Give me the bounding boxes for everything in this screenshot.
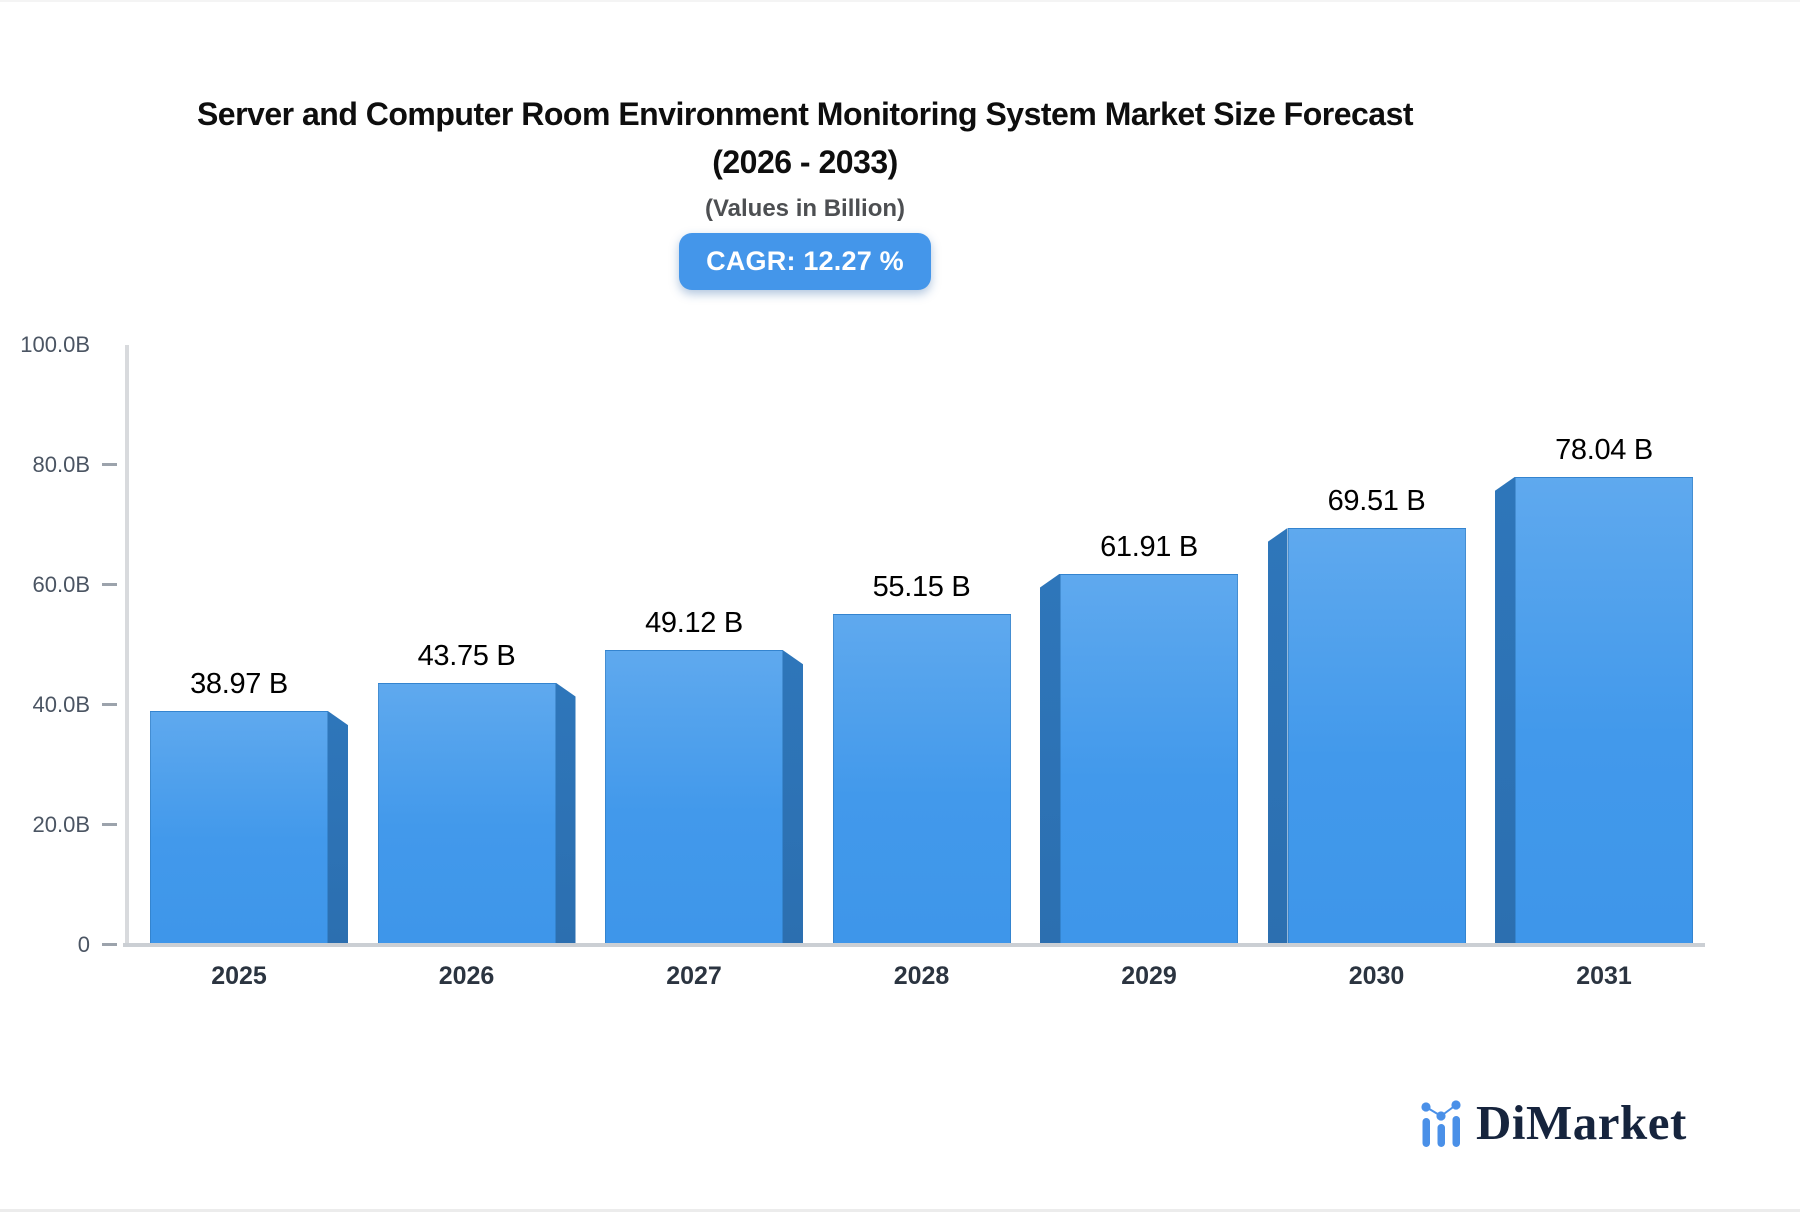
bar-3d-side: [1267, 527, 1288, 945]
logo-text: DiMarket: [1476, 1095, 1687, 1150]
y-tick-label: 0: [77, 932, 90, 957]
chart-header: Server and Computer Room Environment Mon…: [0, 90, 1610, 290]
bar-3d-side: [555, 682, 576, 945]
y-tick-dash: [102, 583, 117, 586]
bar-value-label: 43.75 B: [417, 639, 516, 672]
y-tick-label: 100.0B: [20, 332, 90, 357]
y-tick-dash: [102, 823, 117, 826]
bar-chart-icon: [1421, 1100, 1461, 1147]
bar-3d-side: [783, 650, 803, 945]
y-axis-line: [125, 345, 129, 947]
x-axis-line: [123, 943, 1705, 947]
bar-value-label: 69.51 B: [1327, 484, 1426, 517]
bar: [605, 650, 783, 945]
title-line-1: Server and Computer Room Environment Mon…: [196, 96, 1414, 132]
bar: [832, 614, 1011, 945]
x-axis-label: 2030: [1348, 962, 1405, 990]
x-axis-label: 2028: [893, 962, 950, 990]
y-tick-label: 20.0B: [32, 812, 91, 837]
bar: [1060, 573, 1238, 945]
bar-value-label: 61.91 B: [1100, 530, 1198, 563]
bar-3d-side: [1040, 573, 1060, 945]
dimarket-logo: DiMarket: [1421, 1098, 1687, 1147]
bar-value-label: 78.04 B: [1555, 433, 1653, 466]
x-axis-label: 2025: [211, 962, 267, 990]
bar-value-label: 55.15 B: [872, 571, 971, 604]
page-title: Server and Computer Room Environment Mon…: [0, 90, 1610, 186]
bar: [150, 711, 328, 945]
bar-3d-side: [328, 711, 348, 945]
y-tick-label: 80.0B: [32, 452, 91, 477]
bar-3d-side: [1495, 476, 1515, 945]
y-tick-dash: [102, 703, 117, 706]
cagr-badge: CAGR: 12.27 %: [679, 233, 931, 290]
bar-value-label: 49.12 B: [645, 607, 743, 640]
x-axis-label: 2029: [1121, 962, 1177, 990]
y-tick-dash: [102, 463, 117, 466]
y-tick-dash: [102, 943, 117, 946]
y-tick-label: 60.0B: [32, 572, 91, 597]
bar-value-label: 38.97 B: [190, 668, 288, 701]
x-axis-label: 2026: [438, 962, 495, 990]
x-axis-label: 2027: [666, 962, 722, 990]
x-axis-label: 2031: [1576, 962, 1632, 990]
chart-subtitle: (Values in Billion): [704, 195, 906, 222]
title-line-2: (2026 - 2033): [712, 144, 898, 180]
bar: [1287, 527, 1466, 945]
bar: [1515, 476, 1693, 945]
y-tick-label: 40.0B: [32, 692, 91, 717]
bar: [377, 682, 556, 945]
